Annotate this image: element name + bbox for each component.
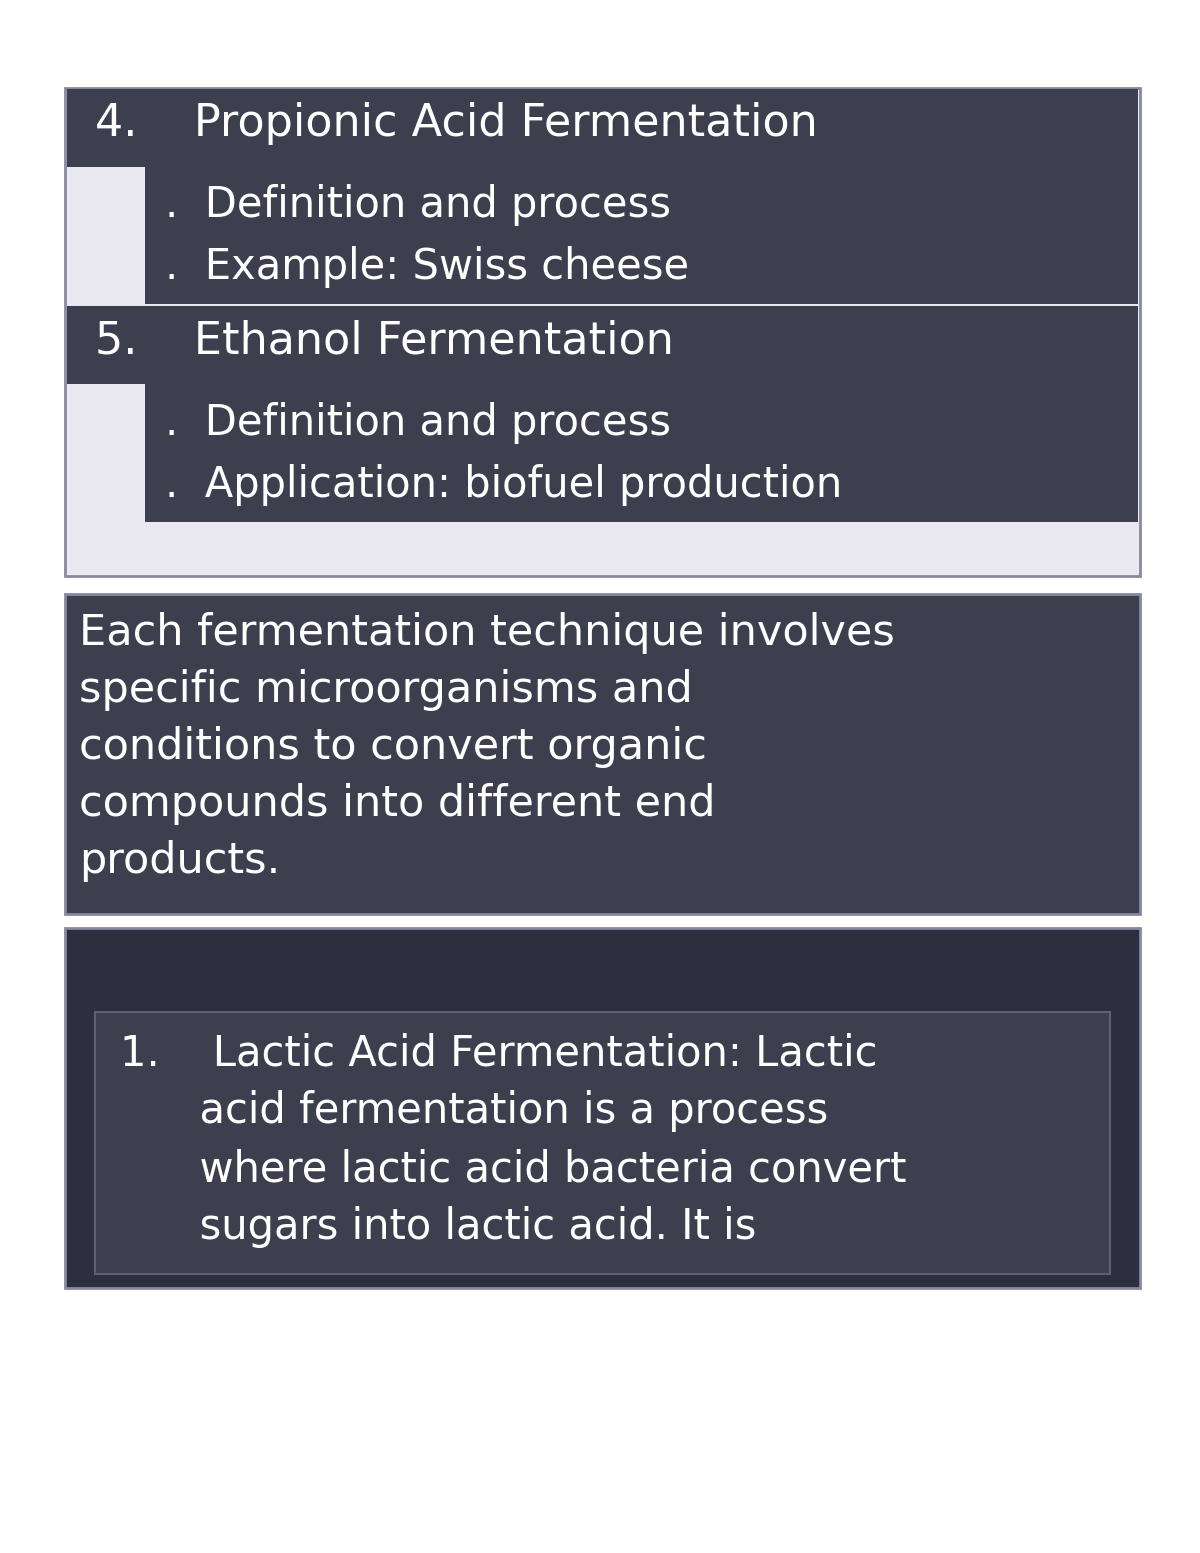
Text: .  Definition and process: . Definition and process xyxy=(166,402,671,444)
Text: compounds into different end: compounds into different end xyxy=(79,783,715,825)
Bar xyxy=(65,593,1140,915)
Text: conditions to convert organic: conditions to convert organic xyxy=(79,725,707,769)
Text: products.: products. xyxy=(79,840,281,882)
Bar xyxy=(145,384,1138,522)
Text: specific microorganisms and: specific microorganisms and xyxy=(79,669,692,711)
Bar xyxy=(145,166,1138,304)
Text: Each fermentation technique involves: Each fermentation technique involves xyxy=(79,612,895,654)
Text: sugars into lactic acid. It is: sugars into lactic acid. It is xyxy=(120,1207,756,1249)
Bar xyxy=(65,929,1140,1287)
Bar xyxy=(67,930,1138,999)
Text: 4.    Propionic Acid Fermentation: 4. Propionic Acid Fermentation xyxy=(95,102,817,144)
Text: .  Example: Swiss cheese: . Example: Swiss cheese xyxy=(166,245,689,287)
Text: .  Definition and process: . Definition and process xyxy=(166,183,671,227)
Text: acid fermentation is a process: acid fermentation is a process xyxy=(120,1090,828,1132)
Text: 5.    Ethanol Fermentation: 5. Ethanol Fermentation xyxy=(95,320,674,363)
Bar xyxy=(67,306,1138,384)
Bar xyxy=(65,89,1140,576)
Bar xyxy=(95,1013,1110,1273)
Text: 1.    Lactic Acid Fermentation: Lactic: 1. Lactic Acid Fermentation: Lactic xyxy=(120,1033,877,1075)
Text: .  Application: biofuel production: . Application: biofuel production xyxy=(166,464,842,506)
Bar xyxy=(67,89,1138,168)
Text: where lactic acid bacteria convert: where lactic acid bacteria convert xyxy=(120,1148,906,1190)
